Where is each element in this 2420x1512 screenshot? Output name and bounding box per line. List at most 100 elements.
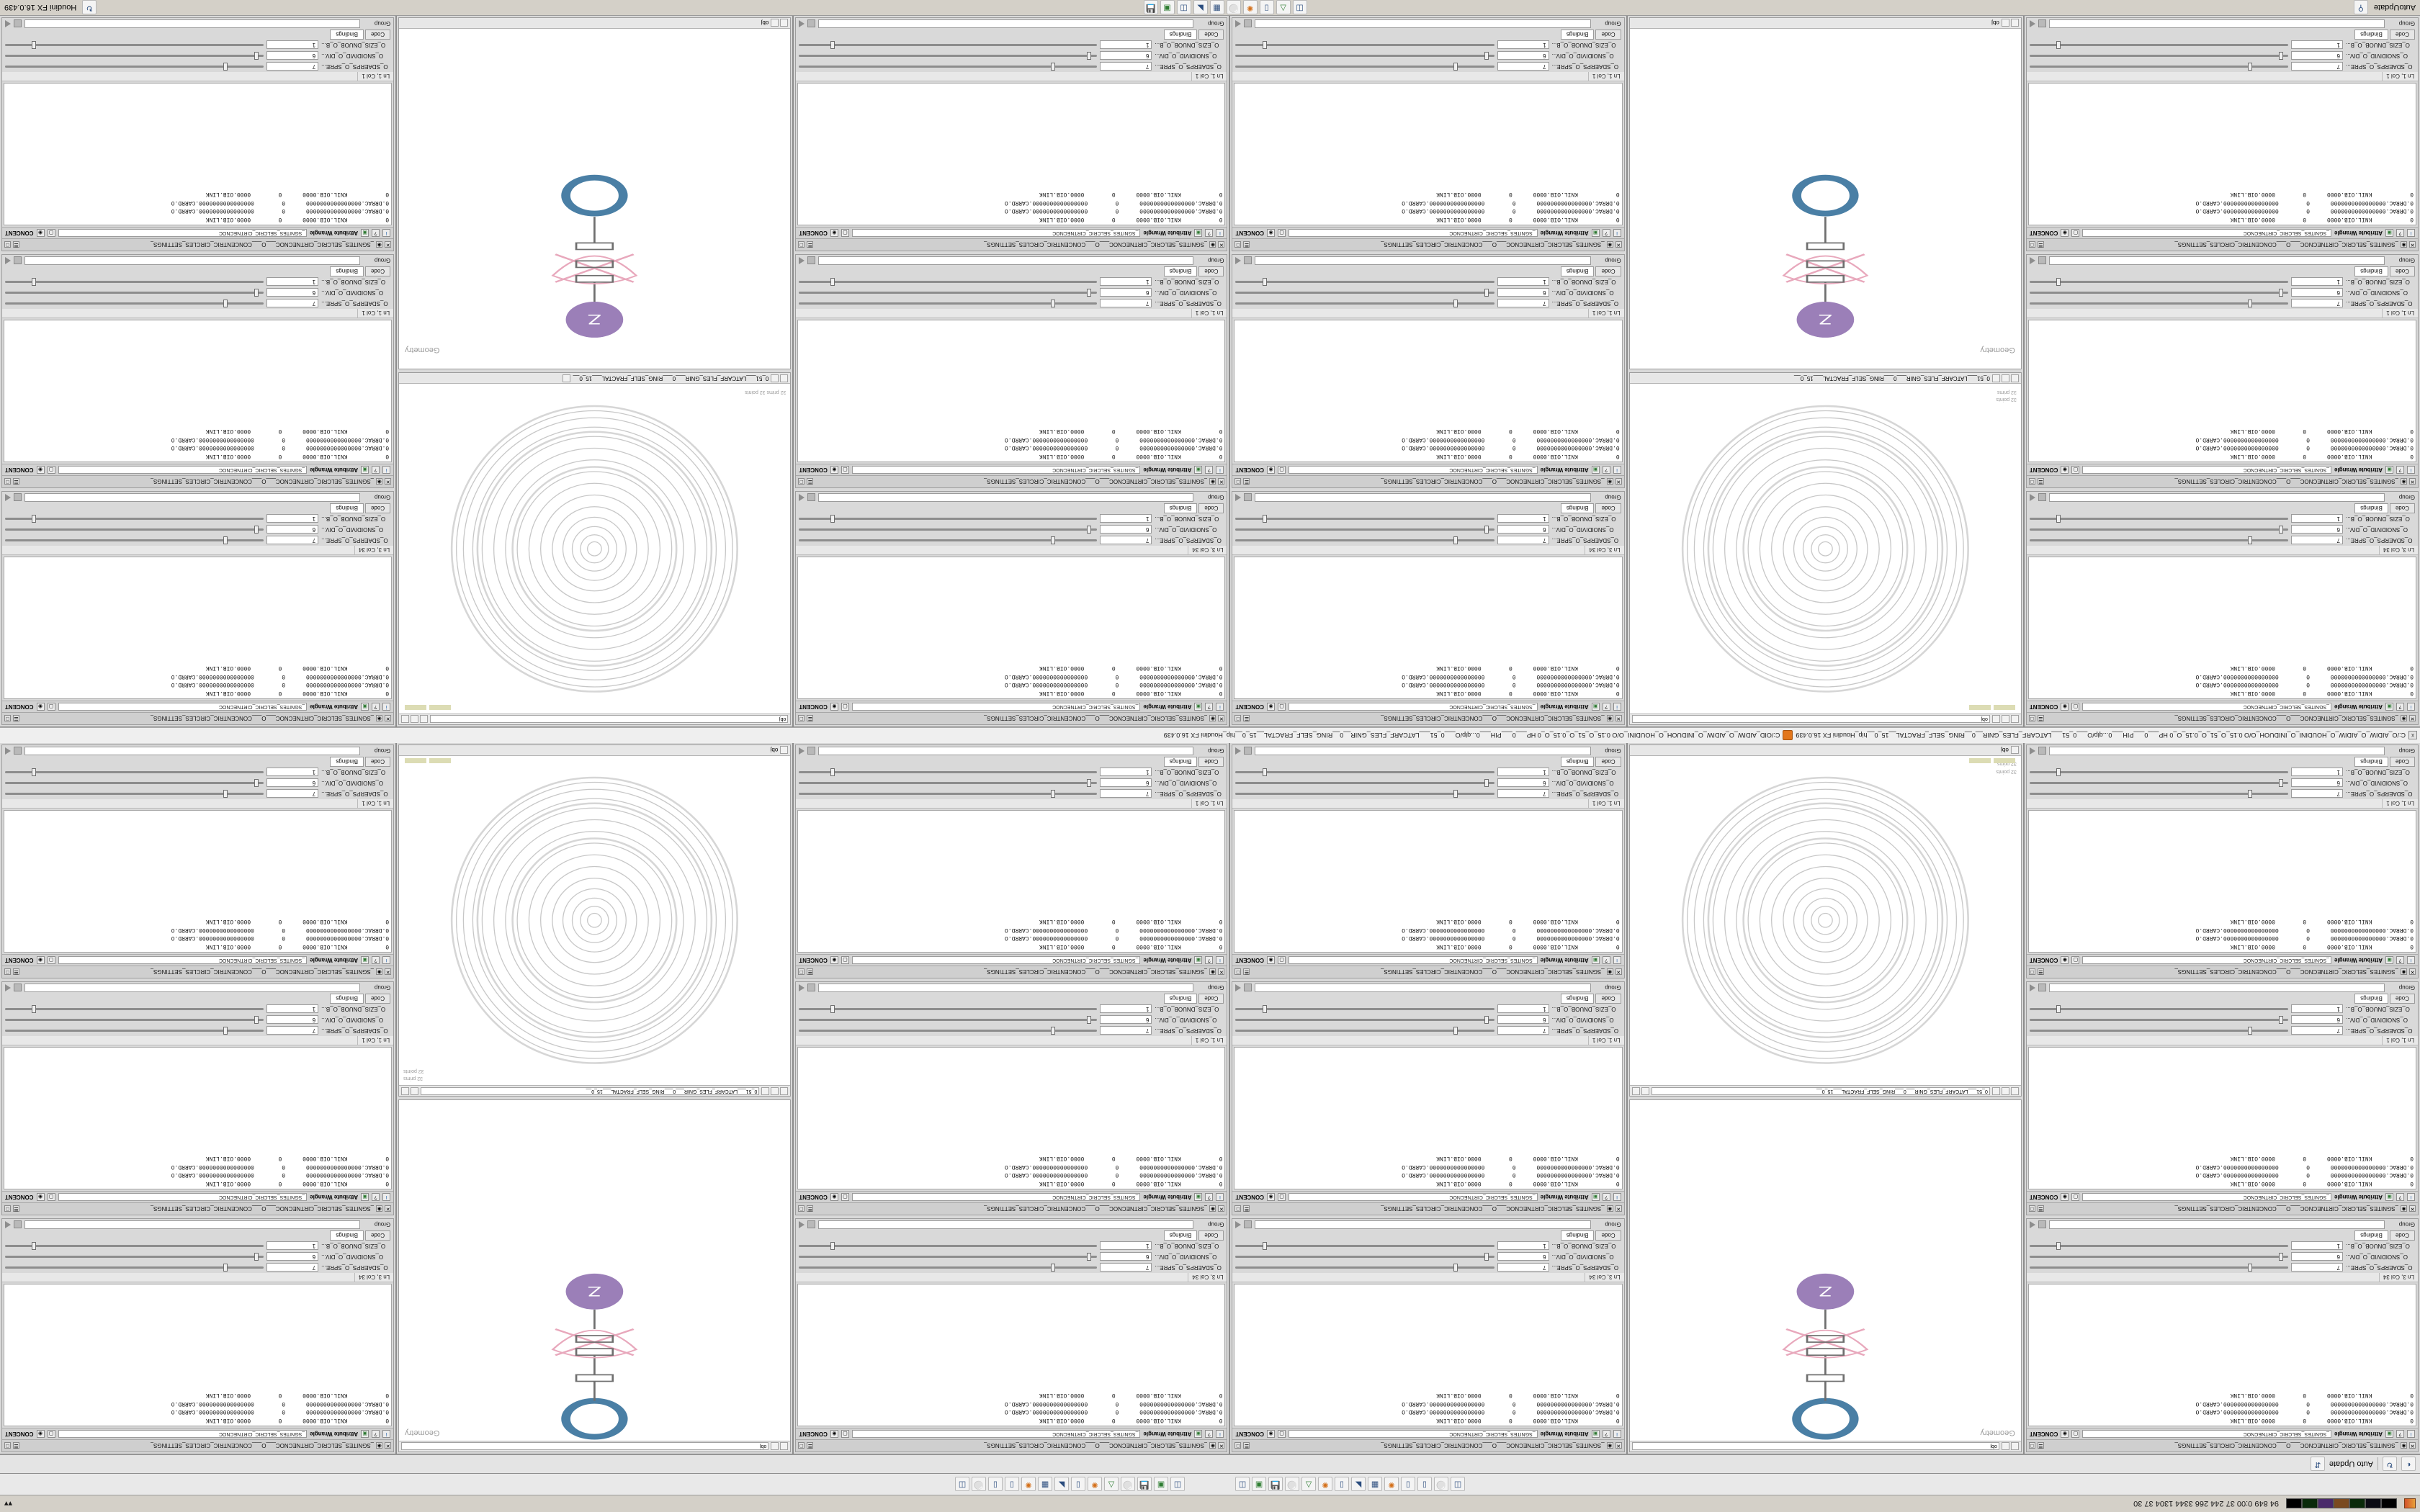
display-flag-icon[interactable]: ◉ [830,466,838,474]
vex-code-editor[interactable]: 0 KNIL.OIB.0000 0 0000.OIB.LINK 0.DRRAC.0… [2027,810,2416,953]
param-slider[interactable] [1235,515,1494,523]
help-icon[interactable]: ? [1602,1430,1610,1438]
play-icon[interactable] [2010,374,2019,382]
info-icon[interactable]: i [2407,703,2415,711]
info-icon[interactable]: i [1216,1430,1224,1438]
maximize-icon[interactable]: □ [1234,478,1242,485]
param-value-input[interactable]: 7 [1100,299,1152,308]
param-value-input[interactable]: 7 [2291,1263,2343,1272]
group-input[interactable] [2048,984,2385,992]
maximize-icon[interactable]: □ [1234,968,1242,976]
param-value-input[interactable]: 1 [266,1004,319,1014]
group-select-icon[interactable] [1235,257,1242,264]
param-value-input[interactable]: 1 [1497,1241,1549,1251]
pin-icon[interactable]: ◉ [1606,715,1613,722]
tab-code[interactable]: Code [1198,30,1224,40]
param-value-input[interactable]: 7 [1100,62,1152,71]
param-slider[interactable] [5,289,264,297]
param-slider[interactable] [2030,63,2288,71]
tab-bindings[interactable]: Bindings [1163,30,1198,40]
close-icon[interactable]: ✕ [2409,241,2416,248]
sphere4-icon[interactable]: ⚪ [972,1477,986,1492]
group-input[interactable] [24,747,361,755]
vex-code-editor[interactable]: 0 KNIL.OIB.0000 0 0000.OIB.LINK 0.DRRAC.0… [797,1047,1226,1189]
info-icon[interactable]: i [1216,703,1224,711]
close-icon[interactable]: ✕ [1218,478,1225,485]
back-arrow-icon[interactable] [780,19,789,27]
param-value-input[interactable]: 1 [1100,768,1152,777]
tab-bindings[interactable]: Bindings [1560,757,1595,767]
group-input[interactable] [818,747,1194,755]
menu-icon[interactable]: ☰ [2037,241,2044,248]
param-slider[interactable] [1235,526,1494,534]
group-dropdown-icon[interactable] [13,256,22,265]
group-input[interactable] [24,493,361,502]
param-value-input[interactable]: 6 [2291,525,2343,534]
group-select-icon[interactable] [799,984,805,991]
bypass-flag-icon[interactable]: ▢ [47,956,55,964]
bypass-flag-icon[interactable]: ▢ [1278,466,1286,474]
forward-arrow-icon[interactable] [2001,19,2009,27]
vex-code-editor[interactable]: 0 KNIL.OIB.0000 0 0000.OIB.LINK 0.DRRAC.0… [3,83,393,225]
param-value-input[interactable]: 6 [1497,778,1549,788]
tab-code[interactable]: Code [1595,266,1621,276]
save2-icon[interactable]: 💾 [1137,1477,1152,1492]
node-name-field[interactable]: _SGNITES_SELCRIC_CIRTNECNOC [851,703,1141,711]
close-icon[interactable]: ✕ [1615,968,1622,976]
param-value-input[interactable]: 7 [1497,62,1549,71]
vex-code-editor[interactable]: 0 KNIL.OIB.0000 0 0000.OIB.LINK 0.DRRAC.0… [3,1284,393,1426]
node-name-field[interactable]: _SGNITES_SELCRIC_CIRTNECNOC [1289,1430,1538,1438]
maximize-icon[interactable]: □ [798,968,805,976]
pin-icon[interactable]: ◉ [1209,968,1216,976]
display-flag-icon[interactable]: ◉ [36,956,45,964]
tab-code[interactable]: Code [1198,1230,1224,1241]
pin-icon[interactable]: ◉ [1606,968,1613,976]
tree2-icon[interactable]: △ [1104,1477,1119,1492]
help-icon[interactable]: ? [1602,466,1610,474]
group-dropdown-icon[interactable] [1244,493,1252,502]
tab-code[interactable]: Code [2389,757,2415,767]
close-icon[interactable]: x [2408,731,2417,740]
bypass-flag-icon[interactable]: ▢ [2071,1193,2080,1201]
tab-code[interactable]: Code [2389,266,2415,276]
display-flag-icon[interactable]: ◉ [1267,229,1275,237]
close-icon[interactable]: ✕ [1218,715,1225,722]
group-select-icon[interactable] [2029,257,2035,264]
geometry-path-field-3[interactable]: obj [1631,715,1990,724]
tab-bindings[interactable]: Bindings [330,994,364,1004]
bypass-flag-icon[interactable]: ▢ [2071,1430,2080,1438]
group-input[interactable] [24,984,361,992]
close-icon[interactable]: ✕ [385,1205,392,1212]
node-type-icon[interactable]: ▣ [361,956,369,964]
group-dropdown-icon[interactable] [2038,747,2046,755]
cone-icon[interactable]: ◣ [1193,0,1208,15]
pin-icon[interactable]: ◉ [1606,1442,1613,1449]
tab-bindings[interactable]: Bindings [330,1230,364,1241]
param-value-input[interactable]: 7 [266,536,319,545]
param-slider[interactable] [1235,1027,1494,1035]
vex-code-editor[interactable]: 0 KNIL.OIB.0000 0 0000.OIB.LINK 0.DRRAC.0… [2027,557,2416,699]
param-slider[interactable] [799,790,1097,798]
group-input[interactable] [818,19,1194,28]
node-name-field[interactable]: _SGNITES_SELCRIC_CIRTNECNOC [2082,956,2332,964]
geometry-footer-field-3[interactable]: 0_51___LATCARF_FLES_GNIR___0___RING_SELF… [1793,375,1990,382]
network-viewport-2[interactable]: obj Geometry Z [398,1099,792,1452]
close-icon[interactable]: ✕ [385,478,392,485]
close-icon[interactable]: ✕ [1615,478,1622,485]
param-value-input[interactable]: 1 [1497,277,1549,287]
bypass-flag-icon[interactable]: ▢ [2071,466,2080,474]
back-arrow-icon[interactable] [2010,19,2019,27]
param-value-input[interactable]: 7 [2291,789,2343,798]
display-flag-icon[interactable]: ◉ [830,703,838,711]
param-value-input[interactable]: 1 [1100,277,1152,287]
page-icon[interactable]: ▯ [1417,1477,1432,1492]
param-value-input[interactable]: 1 [1100,40,1152,50]
tab-bindings[interactable]: Bindings [1163,757,1198,767]
bypass-flag-icon[interactable]: ▢ [47,1430,55,1438]
group-select-icon[interactable] [2029,20,2035,27]
group-select-icon[interactable] [4,984,11,991]
vex-code-editor[interactable]: 0 KNIL.OIB.0000 0 0000.OIB.LINK 0.DRRAC.0… [797,320,1226,462]
group-select-icon[interactable] [4,494,11,501]
param-slider[interactable] [5,768,264,777]
sphere-icon[interactable]: ⚪ [1226,0,1241,15]
